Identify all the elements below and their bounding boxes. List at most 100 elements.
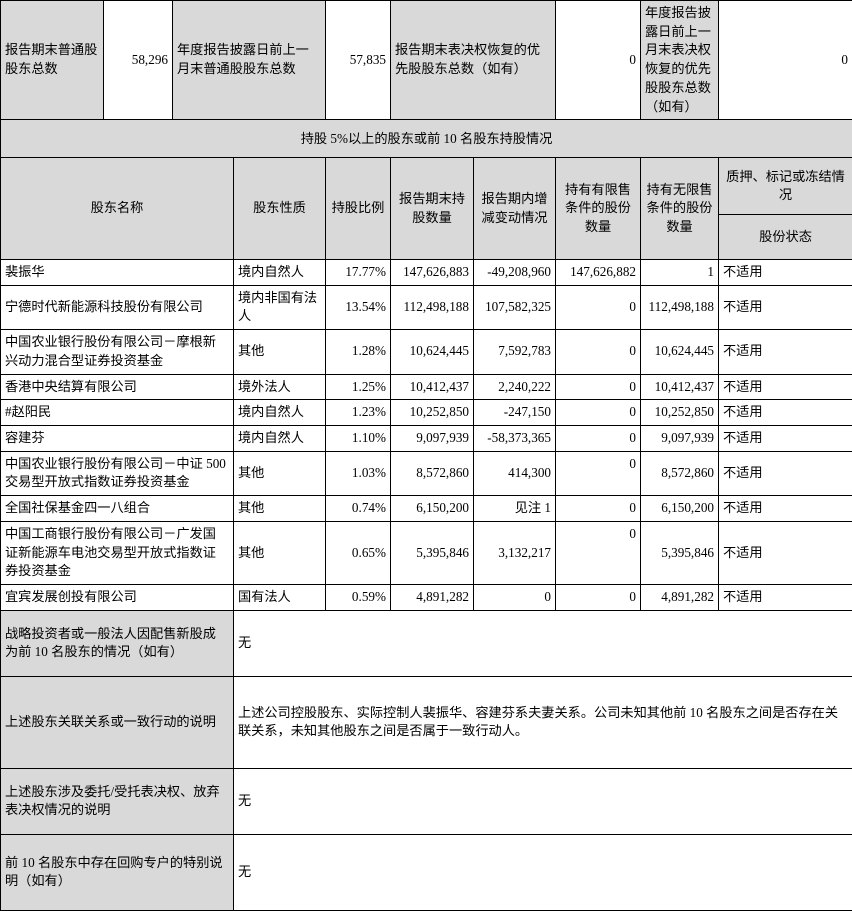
shareholder-end-shares: 9,097,939 — [390, 425, 474, 452]
note-row: 战略投资者或一般法人因配售新股成为前 10 名股东的情况（如有）无 — [0, 609, 852, 677]
shareholder-end-shares: 4,891,282 — [390, 584, 474, 611]
shareholder-pledge-status: 不适用 — [717, 329, 852, 375]
shareholder-nature: 境外法人 — [233, 373, 326, 401]
shareholder-ratio: 13.54% — [325, 284, 391, 331]
table-row: 裴振华 境内自然人 17.77% 147,626,883 -49,208,960 147,… — [0, 258, 852, 286]
shareholder-unrestricted: 8,572,860 — [640, 450, 719, 497]
shareholder-unrestricted: 4,891,282 — [640, 584, 719, 611]
shareholder-ratio: 1.23% — [325, 399, 391, 427]
section-banner: 持股 5%以上的股东或前 10 名股东持股情况 — [0, 119, 852, 159]
note-label: 上述股东涉及委托/受托表决权、放弃表决权情况的说明 — [0, 767, 234, 835]
note-label: 上述股东关联关系或一致行动的说明 — [0, 675, 234, 769]
note-row: 上述股东关联关系或一致行动的说明 上述公司控股股东、实际控制人裴振华、容建芬系夫妻… — [0, 675, 852, 769]
shareholder-end-shares: 6,150,200 — [390, 495, 474, 522]
shareholder-name: 全国社保基金四一八组合 — [0, 495, 234, 522]
note-body: 上述公司控股股东、实际控制人裴振华、容建芬系夫妻关系。公司未知其他前 10 名股… — [232, 675, 852, 769]
table-row: 容建芬 境内自然人 1.10% 9,097,939 -58,373,365 0 9,097,… — [0, 425, 852, 452]
shareholder-end-shares: 8,572,860 — [390, 450, 474, 497]
shareholder-change: 107,582,325 — [473, 284, 556, 331]
shareholder-ratio: 1.03% — [325, 450, 391, 497]
table-row: 全国社保基金四一八组合 其他 0.74% 6,150,200 见注 1 0 6,150,20… — [0, 495, 852, 522]
shareholder-name: 裴振华 — [0, 258, 234, 286]
shareholder-change: -58,373,365 — [473, 425, 556, 452]
shareholder-name: 中国农业银行股份有限公司－摩根新兴动力混合型证券投资基金 — [0, 329, 234, 375]
shareholder-restricted: 0 — [555, 495, 641, 522]
table-row: 香港中央结算有限公司 境外法人 1.25% 10,412,437 2,240,222 0 1… — [0, 373, 852, 401]
header-name: 股东名称 — [0, 157, 234, 260]
shareholder-pledge-status: 不适用 — [717, 425, 852, 452]
shareholder-unrestricted: 9,097,939 — [640, 425, 719, 452]
shareholder-restricted: 0 — [555, 584, 641, 611]
summary-label-2: 报告期末表决权恢复的优先股股东总数（如有） — [390, 0, 556, 121]
summary-value-0: 58,296 — [103, 0, 173, 121]
shareholder-nature: 其他 — [233, 520, 326, 586]
table-row: 中国农业银行股份有限公司－摩根新兴动力混合型证券投资基金 其他 1.28% 10,62… — [0, 329, 852, 375]
shareholder-change: -49,208,960 — [473, 258, 556, 286]
note-body: 无 — [232, 609, 852, 677]
table-body: 裴振华 境内自然人 17.77% 147,626,883 -49,208,960 147,… — [0, 258, 852, 611]
shareholder-pledge-status: 不适用 — [717, 284, 852, 331]
note-row: 上述股东涉及委托/受托表决权、放弃表决权情况的说明无 — [0, 767, 852, 835]
shareholder-change: 7,592,783 — [473, 329, 556, 375]
header-change: 报告期内增减变动情况 — [473, 157, 556, 260]
shareholder-name: #赵阳民 — [0, 399, 234, 427]
shareholder-change: 414,300 — [473, 450, 556, 497]
header-pledge-status: 股份状态 — [717, 214, 852, 260]
summary-value-3: 0 — [718, 0, 852, 121]
shareholder-unrestricted: 10,412,437 — [640, 373, 719, 401]
section-banner-row: 持股 5%以上的股东或前 10 名股东持股情况 — [0, 119, 852, 159]
shareholder-nature: 境内自然人 — [233, 258, 326, 286]
shareholder-change: 3,132,217 — [473, 520, 556, 586]
notes-body: 战略投资者或一般法人因配售新股成为前 10 名股东的情况（如有）无上述股东关联关… — [0, 609, 852, 911]
shareholder-ratio: 0.74% — [325, 495, 391, 522]
table-row: #赵阳民 境内自然人 1.23% 10,252,850 -247,150 0 10,252,… — [0, 399, 852, 427]
note-body: 无 — [232, 767, 852, 835]
summary-label-3: 年度报告披露日前上一月末表决权恢复的优先股股东总数（如有） — [640, 0, 719, 121]
shareholder-name: 容建芬 — [0, 425, 234, 452]
column-subheader-row: 股份状态 数量 — [1, 214, 852, 260]
shareholder-end-shares: 5,395,846 — [390, 520, 474, 586]
shareholder-end-shares: 10,252,850 — [390, 399, 474, 427]
table-row: 中国工商银行股份有限公司－广发国证新能源车电池交易型开放式指数证券投资基金 其他 0… — [0, 520, 852, 586]
shareholder-name: 宁德时代新能源科技股份有限公司 — [0, 284, 234, 331]
summary-value-1: 57,835 — [325, 0, 391, 121]
table-row: 宁德时代新能源科技股份有限公司 境内非国有法人 13.54% 112,498,188 1… — [0, 284, 852, 331]
shareholder-end-shares: 10,412,437 — [390, 373, 474, 401]
shareholder-pledge-status: 不适用 — [717, 495, 852, 522]
shareholder-ratio: 0.59% — [325, 584, 391, 611]
shareholder-change: 0 — [473, 584, 556, 611]
shareholder-ratio: 1.10% — [325, 425, 391, 452]
shareholder-nature: 境内非国有法人 — [233, 284, 326, 331]
shareholder-unrestricted: 1 — [640, 258, 719, 286]
shareholder-pledge-status: 不适用 — [717, 450, 852, 497]
shareholder-restricted: 0 — [555, 425, 641, 452]
shareholder-nature: 其他 — [233, 450, 326, 497]
shareholder-unrestricted: 5,395,846 — [640, 520, 719, 586]
shareholder-ratio: 0.65% — [325, 520, 391, 586]
shareholder-restricted: 0 — [555, 450, 641, 497]
shareholder-restricted: 0 — [555, 329, 641, 375]
shareholder-pledge-status: 不适用 — [717, 258, 852, 286]
shareholder-unrestricted: 10,624,445 — [640, 329, 719, 375]
shareholder-pledge-status: 不适用 — [717, 520, 852, 586]
table-row: 宜宾发展创投有限公司 国有法人 0.59% 4,891,282 0 0 4,891,282 不… — [0, 584, 852, 611]
shareholder-detail-table: 持股 5%以上的股东或前 10 名股东持股情况 股东名称 股东性质 持股比例 报… — [0, 119, 852, 911]
shareholder-name: 香港中央结算有限公司 — [0, 373, 234, 401]
shareholder-name: 中国农业银行股份有限公司－中证 500 交易型开放式指数证券投资基金 — [0, 450, 234, 497]
summary-label-1: 年度报告披露日前上一月末普通股股东总数 — [172, 0, 326, 121]
summary-label-0: 报告期末普通股股东总数 — [0, 0, 104, 121]
shareholder-end-shares: 112,498,188 — [390, 284, 474, 331]
shareholder-unrestricted: 10,252,850 — [640, 399, 719, 427]
note-label: 前 10 名股东中存在回购专户的特别说明（如有） — [0, 833, 234, 911]
shareholder-end-shares: 147,626,883 — [390, 258, 474, 286]
shareholder-restricted: 0 — [555, 373, 641, 401]
shareholder-change: 2,240,222 — [473, 373, 556, 401]
shareholder-unrestricted: 112,498,188 — [640, 284, 719, 331]
shareholder-restricted: 147,626,882 — [555, 258, 641, 286]
table-row: 中国农业银行股份有限公司－中证 500 交易型开放式指数证券投资基金 其他 1.03… — [0, 450, 852, 497]
note-body: 无 — [232, 833, 852, 911]
shareholder-unrestricted: 6,150,200 — [640, 495, 719, 522]
shareholder-change: 见注 1 — [473, 495, 556, 522]
shareholder-change: -247,150 — [473, 399, 556, 427]
shareholder-restricted: 0 — [555, 520, 641, 586]
